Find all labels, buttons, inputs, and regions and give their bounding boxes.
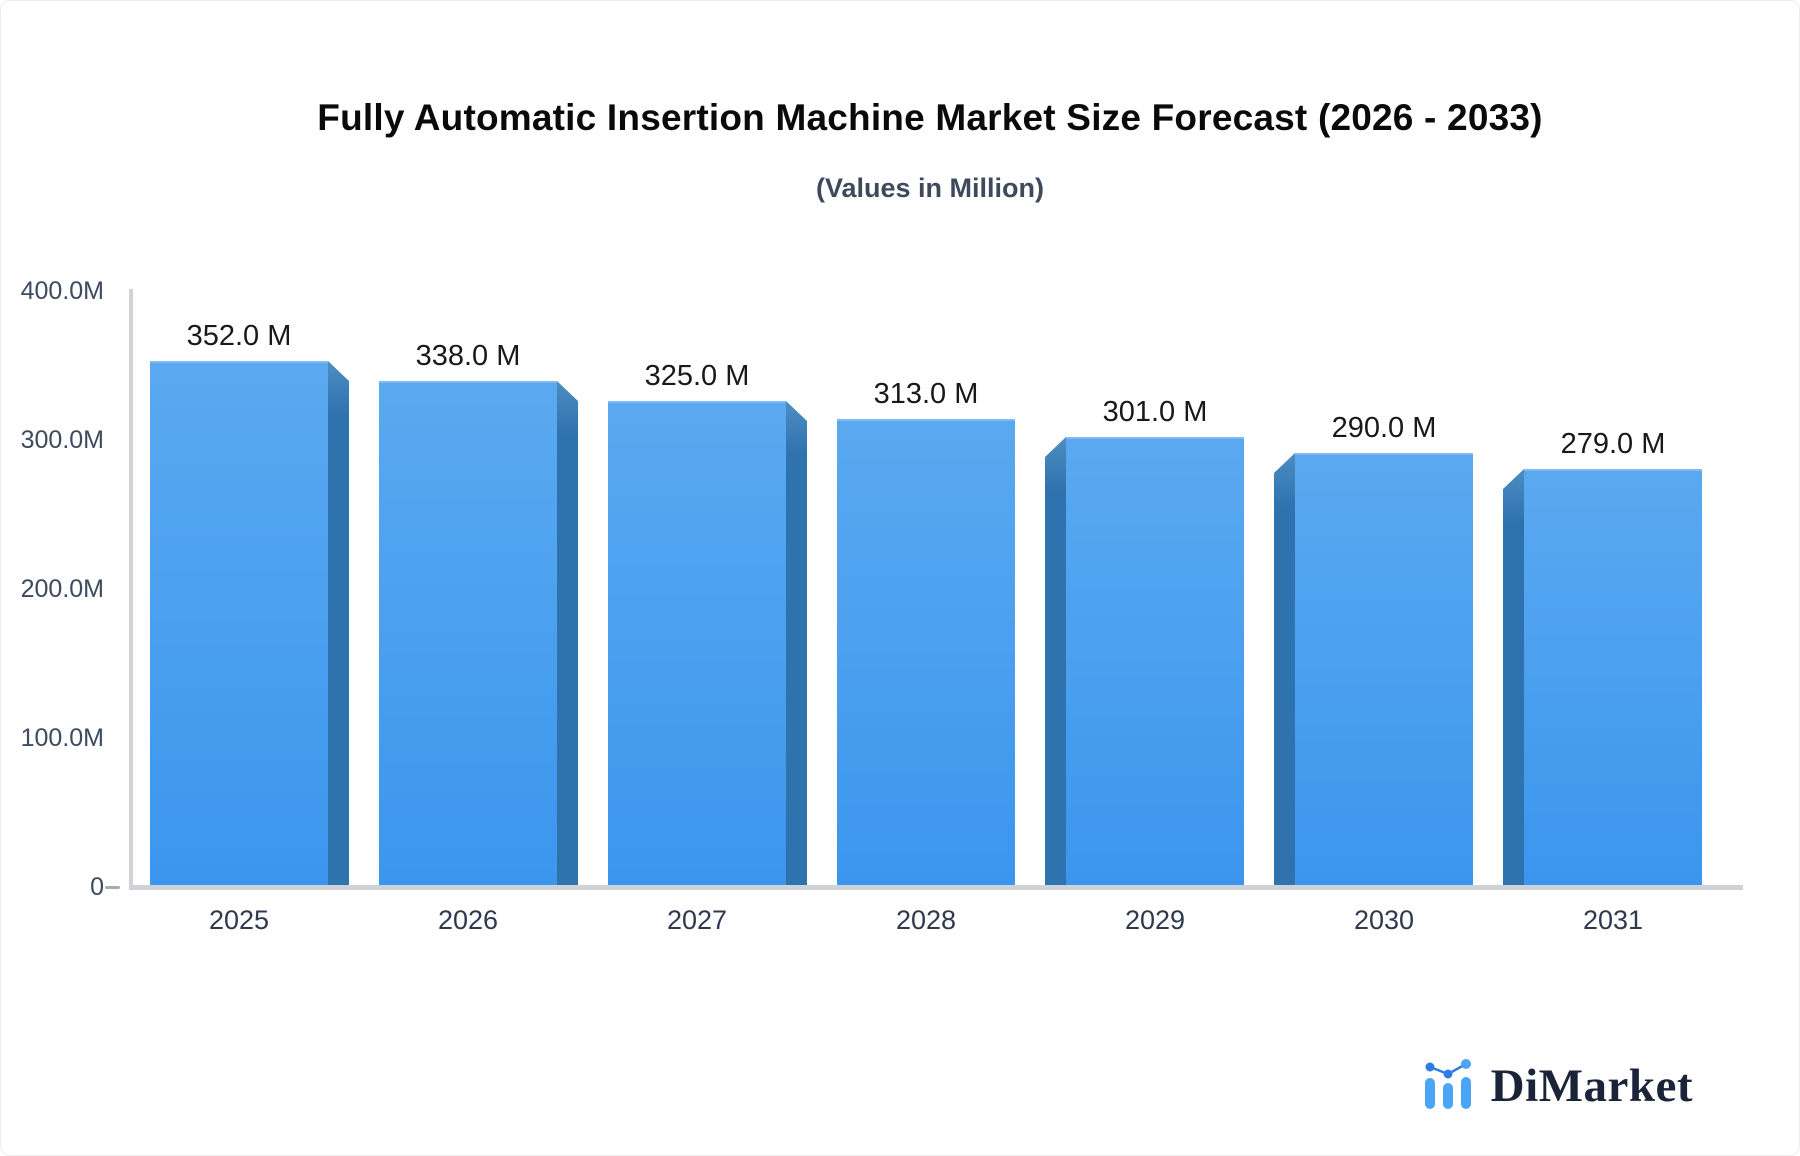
bar-value-label: 279.0 M (1560, 428, 1666, 460)
bar-3d-side (1274, 453, 1295, 885)
bar-2031[interactable] (1524, 469, 1702, 885)
x-axis-tick-label: 2030 (1353, 905, 1415, 935)
x-axis-tick-label: 2025 (208, 905, 270, 935)
y-axis-tick-label: 300.0M (20, 426, 104, 454)
bar-2028[interactable] (837, 419, 1015, 885)
chart-title: Fully Automatic Insertion Machine Market… (317, 97, 1543, 138)
bar-value-label: 338.0 M (415, 340, 521, 372)
brand-logo: DiMarket (1419, 1059, 1693, 1111)
bar-2030[interactable] (1295, 453, 1473, 885)
bar-2029[interactable] (1066, 437, 1244, 885)
x-axis-tick-label: 2028 (895, 905, 957, 935)
chart-subtitle: (Values in Million) (815, 173, 1045, 203)
x-axis-tick-label: 2031 (1582, 905, 1644, 935)
y-axis-zero-tick (105, 886, 120, 889)
y-axis-tick-label: 400.0M (20, 277, 104, 305)
bar-value-label: 352.0 M (186, 320, 292, 352)
x-axis-line (129, 885, 1743, 890)
x-axis-tick-label: 2029 (1124, 905, 1186, 935)
x-axis-tick-label: 2026 (437, 905, 499, 935)
bar-value-label: 301.0 M (1102, 396, 1208, 428)
bar-value-label: 325.0 M (644, 360, 750, 392)
bar-value-label: 290.0 M (1331, 412, 1437, 444)
y-axis-line (129, 289, 133, 890)
bar-3d-side (1503, 469, 1524, 885)
bar-2027[interactable] (608, 401, 786, 885)
dimarket-bar-chart-icon (1424, 1059, 1471, 1109)
bar-2026[interactable] (379, 381, 557, 885)
bar-3d-side (557, 381, 578, 885)
bar-3d-side (786, 401, 807, 885)
bar-3d-side (1045, 437, 1066, 885)
y-axis-tick-label: 200.0M (20, 575, 104, 603)
brand-logo-text: DiMarket (1490, 1060, 1693, 1112)
bar-value-label: 313.0 M (873, 378, 979, 410)
y-axis-tick-label: 100.0M (20, 724, 104, 752)
x-axis-tick-label: 2027 (666, 905, 728, 935)
bar-2025[interactable] (150, 361, 328, 885)
y-axis-tick-label: 0 (90, 873, 104, 901)
bar-3d-side (328, 361, 349, 885)
